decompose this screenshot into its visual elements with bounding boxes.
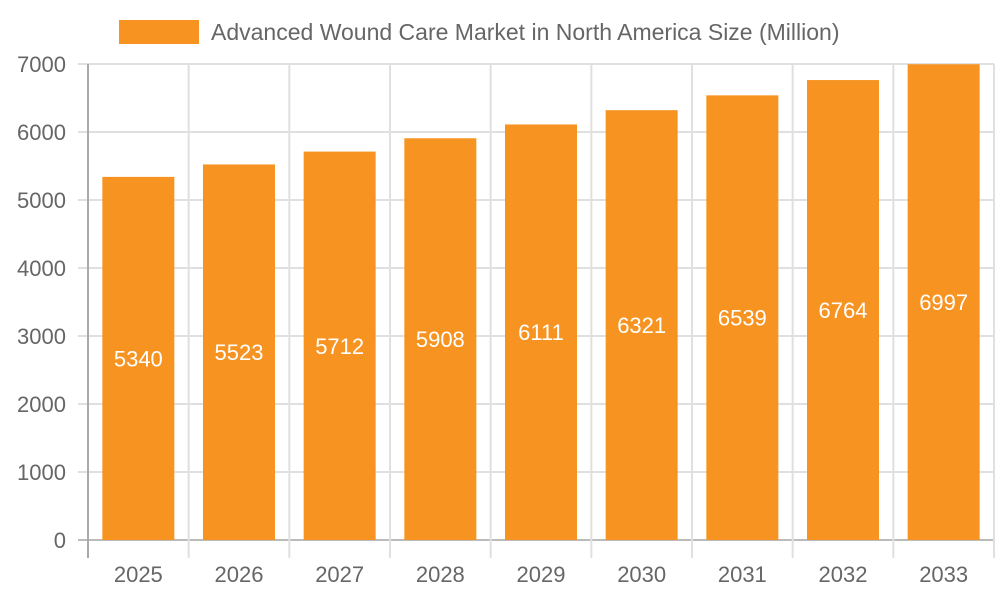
- bar[interactable]: [303, 151, 376, 541]
- legend-swatch: [119, 20, 199, 44]
- bar[interactable]: [907, 64, 980, 540]
- x-tick-label: 2029: [517, 562, 566, 587]
- y-tick-label: 7000: [17, 52, 66, 77]
- bar[interactable]: [605, 110, 678, 540]
- bar-value-label: 5340: [114, 346, 163, 371]
- x-tick-label: 2026: [215, 562, 264, 587]
- y-tick-label: 2000: [17, 392, 66, 417]
- y-tick-label: 6000: [17, 120, 66, 145]
- y-tick-label: 3000: [17, 324, 66, 349]
- legend-label: Advanced Wound Care Market in North Amer…: [211, 18, 840, 45]
- bar[interactable]: [203, 164, 275, 540]
- bar-value-label: 6111: [518, 320, 564, 345]
- x-tick-label: 2027: [315, 562, 364, 587]
- bar[interactable]: [807, 80, 879, 540]
- bar-value-label: 6764: [819, 298, 868, 323]
- y-tick-label: 1000: [17, 460, 66, 485]
- bar-value-label: 5523: [215, 340, 264, 365]
- bar-value-label: 5908: [416, 327, 465, 352]
- bar-value-label: 6539: [718, 306, 767, 331]
- y-axis: 0 1000 2000 3000 4000 5000 6000 7000: [17, 52, 66, 553]
- bar[interactable]: [102, 176, 175, 540]
- x-tick-label: 2025: [114, 562, 163, 587]
- y-tick-label: 0: [54, 528, 66, 553]
- bar-value-label: 5712: [315, 334, 364, 359]
- y-tick-label: 4000: [17, 256, 66, 281]
- bar[interactable]: [706, 95, 779, 541]
- x-tick-label: 2031: [718, 562, 767, 587]
- bar-series: 5340 5523 5712 5908 6111 6321 6539 6764 6997: [102, 64, 980, 541]
- chart-legend[interactable]: Advanced Wound Care Market in North Amer…: [119, 18, 840, 46]
- bar-value-label: 6997: [919, 290, 968, 315]
- bar[interactable]: [404, 138, 477, 541]
- bar[interactable]: [505, 124, 577, 541]
- bar-value-label: 6321: [617, 313, 666, 338]
- x-axis: 2025 2026 2027 2028 2029 2030 2031 2032 2033: [114, 562, 968, 587]
- x-tick-label: 2033: [919, 562, 968, 587]
- y-tick-label: 5000: [17, 188, 66, 213]
- x-tick-label: 2030: [617, 562, 666, 587]
- x-tick-label: 2032: [819, 562, 868, 587]
- x-tick-label: 2028: [416, 562, 465, 587]
